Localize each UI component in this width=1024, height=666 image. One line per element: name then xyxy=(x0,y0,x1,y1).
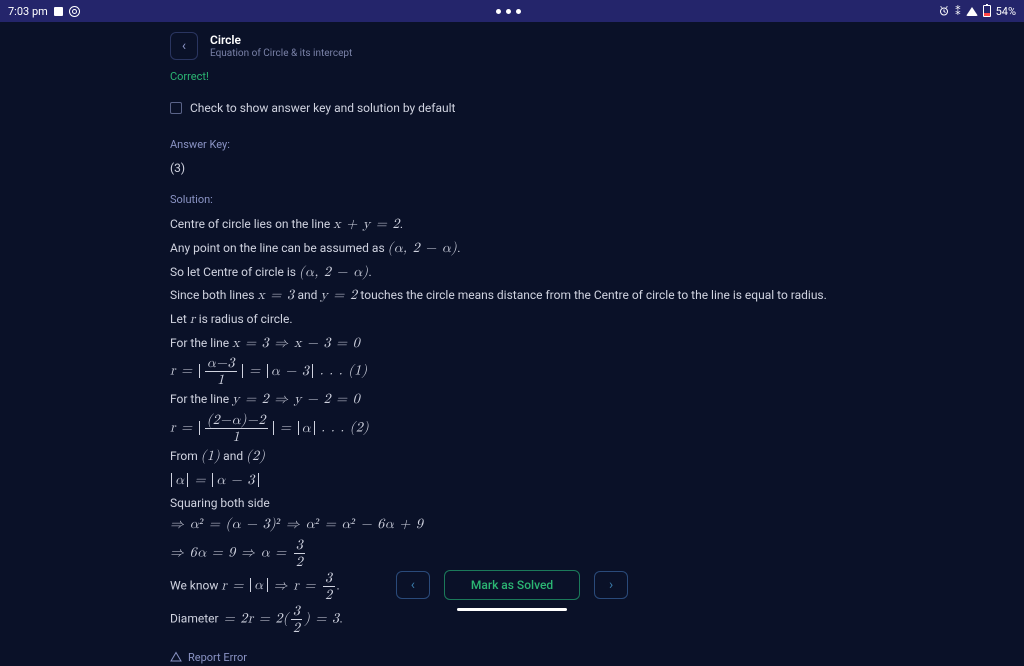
page-title: Circle xyxy=(210,33,352,49)
warning-icon xyxy=(170,651,182,663)
alarm-icon xyxy=(938,5,950,17)
chevron-left-icon: ‹ xyxy=(182,38,186,54)
answer-key-label: Answer Key: xyxy=(170,136,854,153)
answer-key-value: (3) xyxy=(170,159,854,178)
status-notification-dots xyxy=(80,9,938,14)
page-subtitle: Equation of Circle & its intercept xyxy=(210,48,352,59)
bottom-action-bar: ‹ Mark as Solved › xyxy=(0,570,1024,600)
solution-label: Solution: xyxy=(170,191,854,208)
status-time: 7:03 pm xyxy=(8,5,48,18)
default-answer-toggle[interactable]: Check to show answer key and solution by… xyxy=(170,99,854,118)
mark-solved-label: Mark as Solved xyxy=(471,578,553,592)
bluetooth-icon: ⁑ xyxy=(955,5,961,18)
correct-badge: Correct! xyxy=(170,68,854,85)
wifi-icon xyxy=(966,7,978,16)
checkbox-icon[interactable] xyxy=(170,102,182,114)
battery-icon xyxy=(983,5,991,17)
home-indicator[interactable] xyxy=(457,608,567,611)
report-error-label: Report Error xyxy=(188,649,247,666)
battery-percent: 54% xyxy=(996,5,1016,18)
mark-solved-button[interactable]: Mark as Solved xyxy=(444,570,580,600)
next-question-button[interactable]: › xyxy=(594,571,628,599)
chevron-left-icon: ‹ xyxy=(411,577,415,593)
android-status-bar: 7:03 pm ⁑ 54% xyxy=(0,0,1024,22)
report-error-link[interactable]: Report Error xyxy=(170,649,854,666)
checkbox-label: Check to show answer key and solution by… xyxy=(190,99,455,118)
back-button[interactable]: ‹ xyxy=(170,32,198,60)
page-header: ‹ Circle Equation of Circle & its interc… xyxy=(0,22,1024,68)
chevron-right-icon: › xyxy=(609,577,613,593)
status-sync-icon xyxy=(69,6,80,17)
status-app-icon xyxy=(54,7,63,16)
prev-question-button[interactable]: ‹ xyxy=(396,571,430,599)
